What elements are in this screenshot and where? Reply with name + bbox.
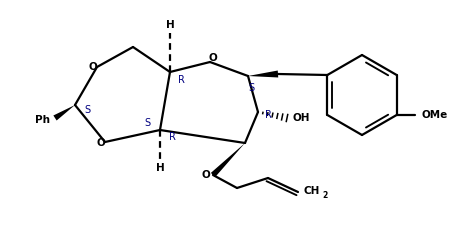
Text: OMe: OMe <box>422 110 448 120</box>
Text: R: R <box>265 110 271 120</box>
Text: H: H <box>166 20 174 30</box>
Text: O: O <box>97 138 106 148</box>
Text: S: S <box>144 118 150 128</box>
Text: S: S <box>248 83 254 93</box>
Polygon shape <box>53 105 75 121</box>
Text: O: O <box>89 62 98 72</box>
Polygon shape <box>211 143 245 177</box>
Text: H: H <box>156 163 164 173</box>
Text: R: R <box>177 75 184 85</box>
Text: OH: OH <box>292 113 310 123</box>
Text: R: R <box>169 132 176 142</box>
Text: O: O <box>209 53 217 63</box>
Text: 2: 2 <box>322 191 328 200</box>
Polygon shape <box>248 70 278 77</box>
Text: S: S <box>84 105 90 115</box>
Text: O: O <box>202 170 210 180</box>
Text: Ph: Ph <box>35 115 50 125</box>
Text: CH: CH <box>304 186 320 196</box>
